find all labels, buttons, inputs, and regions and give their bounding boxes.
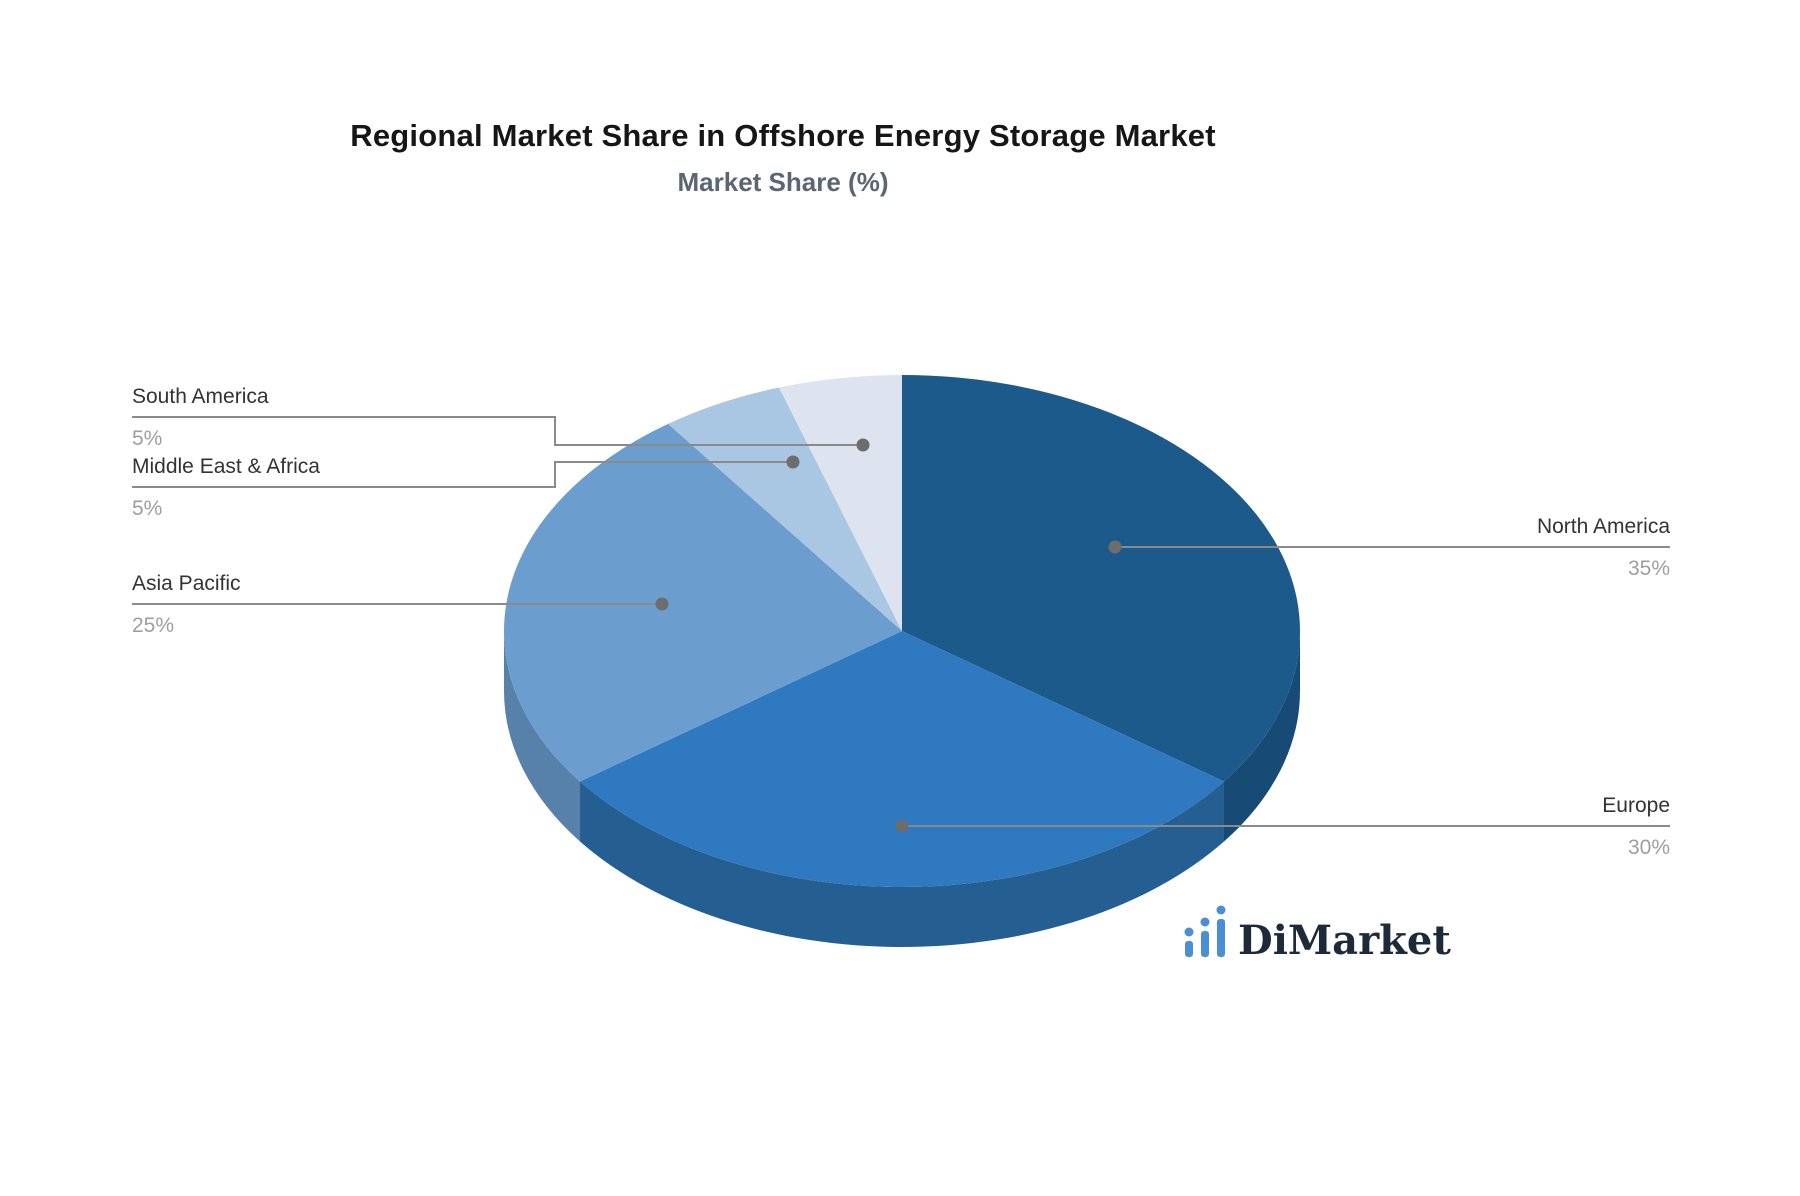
leader-dot — [895, 819, 909, 833]
slice-label-north-america: North America 35% — [1537, 514, 1670, 582]
pie-slice-side — [580, 781, 1224, 947]
slice-label-south-america: South America 5% — [132, 384, 269, 452]
pie-slice-side — [1223, 631, 1300, 842]
pie-slice — [580, 631, 1224, 887]
slice-name: Asia Pacific — [132, 572, 241, 595]
slice-value: 35% — [1627, 557, 1670, 580]
bar-chart-dots-icon — [1184, 905, 1226, 957]
slice-name: North America — [1536, 515, 1670, 538]
slice-name: Middle East & Africa — [132, 455, 320, 478]
pie-slice-side — [504, 631, 581, 842]
slice-label-europe: Europe 30% — [1602, 793, 1670, 861]
pie-slice — [779, 375, 902, 631]
logo-text: DiMarket — [1238, 917, 1451, 964]
slice-value: 5% — [132, 427, 163, 450]
pie-slice — [902, 375, 1300, 782]
slice-label-asia-pacific: Asia Pacific 25% — [132, 571, 241, 639]
slice-label-middle-east-africa: Middle East & Africa 5% — [132, 454, 320, 522]
slice-value: 30% — [1627, 836, 1670, 859]
leader-line — [132, 461, 793, 488]
slice-name: South America — [132, 385, 269, 408]
leader-line — [132, 416, 863, 446]
slice-name: Europe — [1602, 794, 1670, 817]
leader-dot — [1108, 540, 1122, 554]
leader-dot — [655, 597, 669, 611]
pie-slice — [504, 423, 902, 782]
chart-subtitle: Market Share (%) — [677, 167, 889, 197]
slice-value: 25% — [132, 614, 175, 637]
leader-dot — [856, 438, 870, 452]
pie-slice — [668, 387, 902, 631]
logo: DiMarket — [1182, 903, 1451, 961]
slice-value: 5% — [132, 497, 163, 520]
chart-title: Regional Market Share in Offshore Energy… — [350, 118, 1216, 153]
leader-dot — [786, 455, 800, 469]
